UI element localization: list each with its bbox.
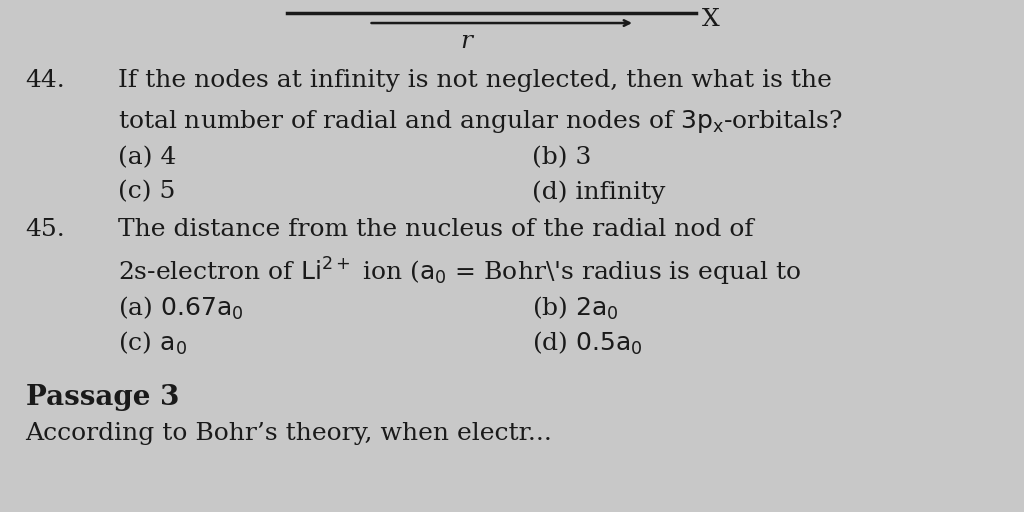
Text: Passage 3: Passage 3 [26, 384, 179, 411]
Text: r: r [460, 30, 472, 53]
Text: The distance from the nucleus of the radial nod of: The distance from the nucleus of the rad… [118, 218, 754, 241]
Text: (a) 4: (a) 4 [118, 146, 176, 169]
Text: If the nodes at infinity is not neglected, then what is the: If the nodes at infinity is not neglecte… [118, 69, 831, 92]
Text: (d) $\mathrm{0.5a_0}$: (d) $\mathrm{0.5a_0}$ [532, 330, 643, 357]
Text: 2s-electron of $\mathrm{Li^{2+}}$ ion ($\mathrm{a_0}$ = Bohr\'s radius is equal : 2s-electron of $\mathrm{Li^{2+}}$ ion ($… [118, 256, 801, 288]
Text: (c) 5: (c) 5 [118, 180, 175, 203]
Text: total number of radial and angular nodes of $\mathrm{3p_x}$-orbitals?: total number of radial and angular nodes… [118, 108, 843, 135]
Text: (d) infinity: (d) infinity [532, 180, 666, 204]
Text: (a) $\mathrm{0.67a_0}$: (a) $\mathrm{0.67a_0}$ [118, 294, 244, 322]
Text: 44.: 44. [26, 69, 66, 92]
Text: According to Bohr’s theory, when electr...: According to Bohr’s theory, when electr.… [26, 422, 553, 445]
Text: (b) 3: (b) 3 [532, 146, 592, 169]
Text: (c) $\mathrm{a_0}$: (c) $\mathrm{a_0}$ [118, 330, 186, 357]
Text: X: X [701, 8, 719, 31]
Text: 45.: 45. [26, 218, 66, 241]
Text: (b) $\mathrm{2a_0}$: (b) $\mathrm{2a_0}$ [532, 294, 620, 322]
